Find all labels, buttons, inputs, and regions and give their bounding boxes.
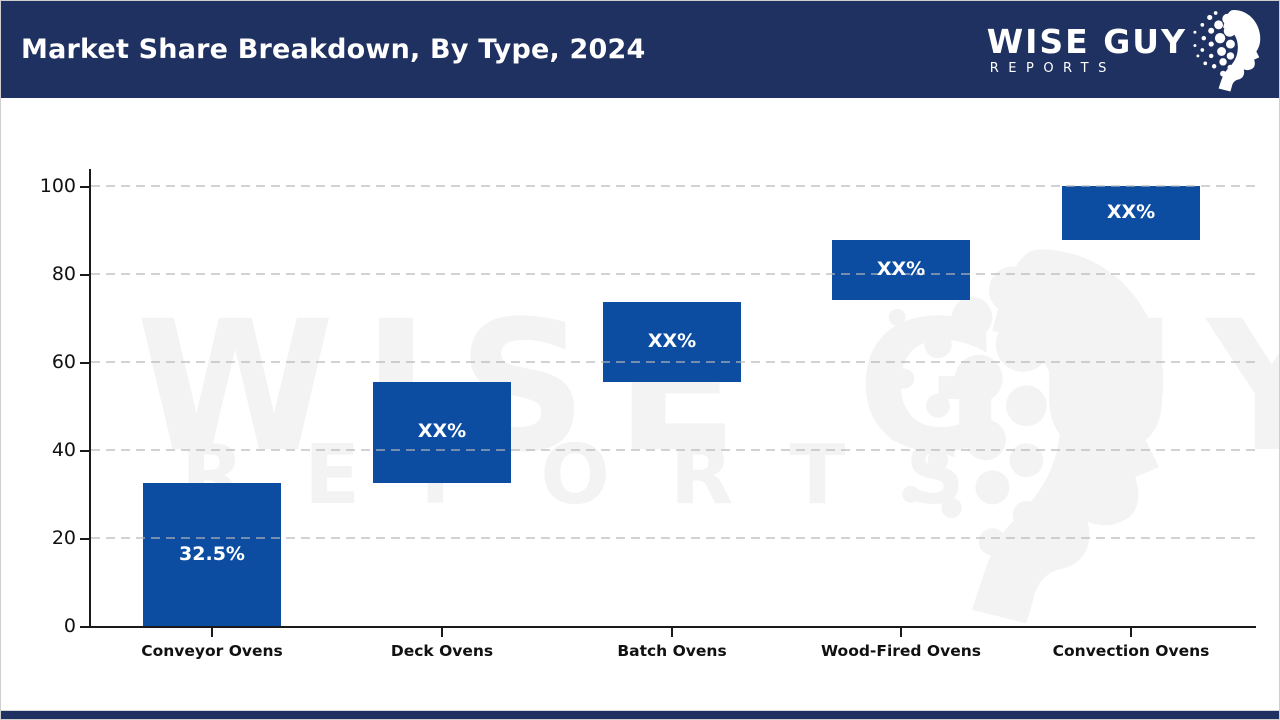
gridline-100 [91, 185, 1256, 187]
y-tick-40 [80, 450, 89, 452]
x-axis-label: Batch Ovens [617, 642, 727, 660]
y-tick-20 [80, 538, 89, 540]
wiseguy-wordmark: WISE GUY REPORTS [987, 25, 1187, 75]
logo-line2: REPORTS [989, 60, 1116, 76]
chart-area: WISE GUY REPORTS 32.5% XX% XX% XX% XX% 0 20 40 6… [1, 98, 1279, 713]
y-tick-100 [80, 186, 89, 188]
x-axis-label: Deck Ovens [390, 642, 494, 660]
header-bar: Market Share Breakdown, By Type, 2024 WI… [1, 1, 1279, 98]
bar-segment-wood-fired-ovens [832, 240, 970, 300]
bar-segment-batch-ovens [603, 301, 741, 382]
x-axis-label: Convection Ovens [1052, 642, 1210, 660]
wiseguy-logo: WISE GUY REPORTS [987, 7, 1263, 93]
y-tick-60 [80, 362, 89, 364]
gridline-20 [91, 537, 1256, 539]
bar-value-label: XX% [1106, 201, 1156, 224]
bar-value-label: XX% [417, 420, 467, 443]
y-tick-label: 40 [51, 439, 76, 461]
x-tick-4 [900, 628, 902, 637]
x-axis-label: Conveyor Ovens [141, 642, 283, 660]
y-tick-label: 0 [63, 615, 76, 637]
waterfall-chart: 32.5% XX% XX% XX% XX% 0 20 40 60 80 100 Conveyor Ov… [1, 98, 1279, 713]
wiseguy-head-icon [1193, 9, 1261, 91]
y-tick-label: 20 [51, 527, 76, 549]
x-tick-1 [211, 628, 213, 637]
watermark-head-icon [888, 249, 1164, 624]
bar-value-label: 32.5% [179, 542, 245, 565]
y-tick-0 [80, 626, 89, 628]
logo-line1: WISE GUY [986, 21, 1187, 61]
gridline-80 [91, 273, 1256, 275]
y-tick-80 [80, 274, 89, 276]
y-tick-label: 100 [39, 175, 76, 197]
y-tick-label: 60 [51, 351, 76, 373]
gridline-40 [91, 449, 1256, 451]
x-axis-label: Wood-Fired Ovens [821, 642, 981, 660]
bar-value-label: XX% [876, 257, 926, 280]
y-tick-label: 80 [51, 263, 76, 285]
bar-segment-convection-ovens [1062, 186, 1200, 241]
footer-bar [1, 710, 1279, 719]
x-tick-5 [1130, 628, 1132, 637]
y-axis [89, 169, 91, 628]
x-tick-3 [671, 628, 673, 637]
bar-segment-conveyor-ovens [143, 483, 281, 626]
gridline-60 [91, 361, 1256, 363]
x-tick-2 [441, 628, 443, 637]
x-axis [89, 626, 1256, 628]
bar-value-label: XX% [647, 329, 697, 352]
bar-segment-deck-ovens [373, 381, 511, 483]
page-title: Market Share Breakdown, By Type, 2024 [21, 34, 646, 65]
